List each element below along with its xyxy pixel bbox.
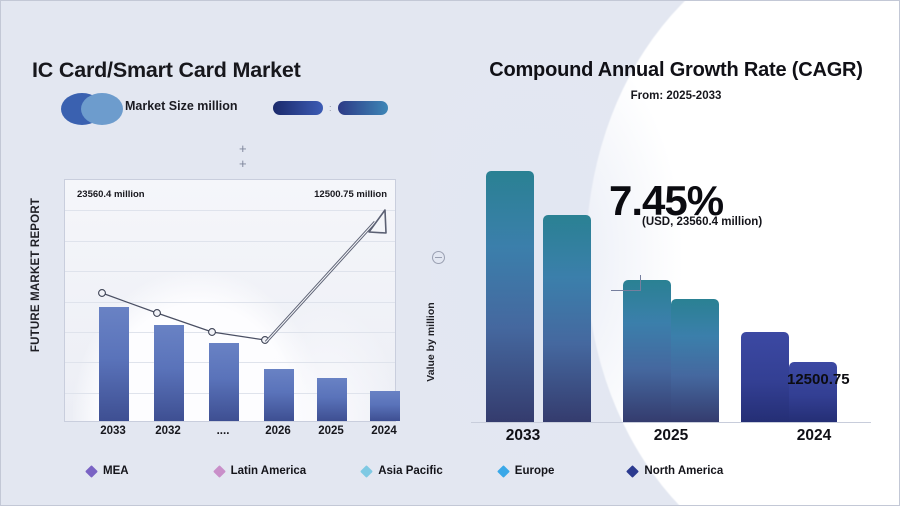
left-chart-x-axis-labels: 2033 2032.... 2026 2025 2024 [64,425,397,445]
legend-item: Latin America [212,464,307,478]
legend: MEA Latin America Asia Pacific Europe North … [85,464,797,478]
cagr-value: 7.45% [609,177,724,224]
minus-circle-icon [432,251,445,264]
right-chart-bar [741,332,789,423]
left-chart-bar [154,324,184,421]
x-axis-tick-label: 2032 [155,425,181,437]
market-size-logo-icon [61,93,123,125]
right-panel-title: Compound Annual Growth Rate (CAGR) [489,59,863,81]
cagr-sub-label: (USD, 23560.4 million) [642,216,763,228]
plus-marks-group: + + [239,141,247,171]
growth-arrow-head [368,209,387,234]
left-chart-bar [264,369,294,421]
legend-label: Latin America [230,465,307,477]
legend-item: MEA [85,464,129,478]
x-axis-tick-label: 2025 [318,425,344,437]
left-chart-start-value: 23560.4 million [77,189,145,200]
right-chart-bar [486,171,534,423]
market-size-label: Market Size million [125,99,238,113]
legend-item: North America [626,464,724,478]
left-panel-title: IC Card/Smart Card Market [32,58,301,82]
legend-label: MEA [103,465,129,477]
x-axis-tick-label: 2025 [653,427,689,444]
left-chart-bar [99,306,129,421]
left-chart-y-axis-label: FUTURE MARKET REPORT [30,197,42,353]
legend-diamond-icon [85,464,98,478]
x-axis-tick-label: 2033 [505,427,541,444]
gridline [65,271,395,273]
right-chart-bar [623,280,671,423]
right-chart-value-annotation: 12500.75 [787,371,850,388]
right-chart-bar [543,215,591,423]
legend-item: Europe [496,464,555,478]
left-chart-bar [209,342,239,421]
pill-separator-icon: : [329,103,332,113]
legend-label: North America [644,465,724,477]
gridline [65,240,395,242]
x-axis-tick-label: 2024 [371,425,397,437]
right-chart-baseline [471,422,871,423]
x-axis-tick-label: 2024 [796,427,832,444]
x-axis-tick-label: .... [216,425,230,437]
left-chart-bar [317,377,347,421]
plus-icon-2: + [239,156,247,171]
legend-label: Asia Pacific [378,465,443,477]
plus-icon-1: + [239,141,247,156]
logo-circle-light [81,93,123,125]
legend-label: Europe [514,465,555,477]
pill-group: : [273,101,388,115]
left-chart-right-axis-label: Value by million [425,302,437,382]
left-chart-trend-overlay [98,209,387,344]
x-axis-tick-label: 2026 [265,425,291,437]
legend-diamond-icon [496,464,510,478]
legend-diamond-icon [360,464,374,478]
right-panel-subtitle: From: 2025-2033 [630,90,722,102]
right-chart-x-axis-labels: 2033 2025 2024 [471,427,891,449]
left-chart-end-value: 12500.75 million [314,189,387,200]
pill-gradient-navy [273,101,323,115]
corner-bracket-icon [611,275,641,291]
legend-diamond-icon [212,464,226,478]
gridline [65,301,395,303]
pill-gradient-teal [337,101,388,115]
left-chart-bar [370,390,400,421]
right-chart-bar [789,362,837,423]
gridline [65,331,395,333]
x-axis-tick-label: 2033 [100,425,126,437]
trend-marker [98,289,106,297]
legend-item: Asia Pacific [360,464,443,478]
left-chart-plot-area: 23560.4 million 12500.75 million ▤ ▥ [64,179,401,422]
trend-marker [153,309,161,317]
gridline [65,210,395,212]
right-chart-plot-area [471,151,891,423]
legend-diamond-icon [626,464,640,478]
trend-marker [208,328,216,336]
right-chart-bar [671,299,719,423]
